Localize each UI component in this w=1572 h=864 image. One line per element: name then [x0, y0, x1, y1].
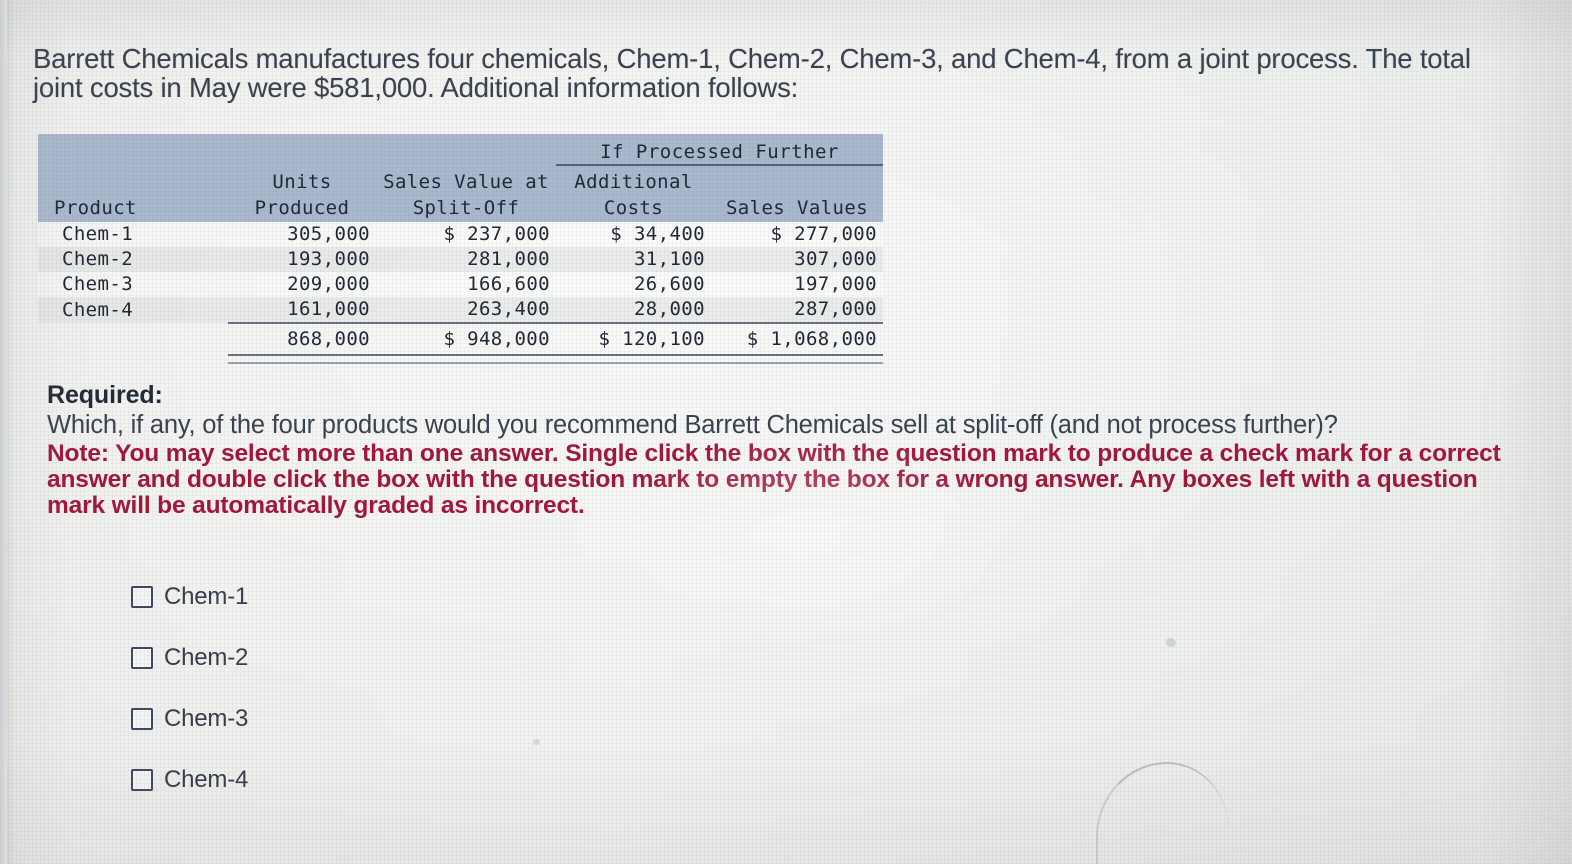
cell-additional-costs: 31,100	[633, 248, 705, 270]
cell-further-sales-values: 287,000	[794, 298, 877, 320]
group-header-spacer-units	[228, 134, 376, 165]
header-units-line1: Units	[228, 165, 376, 193]
cell-further-sales-values: 197,000	[794, 273, 877, 295]
cell-product: Chem-1	[62, 223, 134, 245]
cell-product: Chem-4	[62, 299, 134, 321]
required-note-text: Note: You may select more than one answe…	[47, 440, 1501, 519]
header-blank-product-1	[38, 165, 228, 193]
header-split-line1: Sales Value at	[376, 165, 556, 193]
header-split-line2: Split-Off	[376, 193, 556, 222]
double-rule-units	[228, 354, 376, 364]
cell-units-produced: 209,000	[287, 273, 370, 295]
joint-cost-table: If Processed Further Units Sales Value a…	[38, 134, 883, 364]
cell-product: Chem-2	[62, 248, 134, 270]
option-label-chem-3: Chem-3	[164, 705, 249, 732]
cell-sales-value-split-off: 166,600	[467, 273, 550, 295]
option-row-chem-2[interactable]: Chem-2	[131, 643, 248, 673]
answer-options-list: Chem-1 Chem-2 Chem-3 Chem-4	[131, 582, 248, 826]
group-header-spacer-product	[38, 134, 228, 165]
table-group-header-row: If Processed Further	[38, 134, 883, 166]
option-row-chem-3[interactable]: Chem-3	[131, 704, 248, 734]
table-header-row-2: Product Produced Split-Off Costs Sales V…	[38, 193, 883, 222]
table-totals-row: 868,000 $ 948,000 $ 120,100 $ 1,068,000	[38, 322, 883, 355]
cell-totals-sales-value-split-off: $ 948,000	[376, 322, 556, 355]
option-row-chem-4[interactable]: Chem-4	[131, 765, 248, 795]
double-rule-split	[376, 354, 556, 364]
cell-units-produced: 305,000	[287, 223, 370, 245]
group-header-if-processed-further: If Processed Further	[556, 134, 883, 166]
header-additional-line2: Costs	[556, 193, 711, 222]
group-header-spacer-split	[376, 134, 556, 165]
option-row-chem-1[interactable]: Chem-1	[131, 582, 248, 612]
cell-units-produced: 193,000	[287, 248, 370, 270]
cell-further-sales-values: 307,000	[794, 248, 877, 270]
cell-sales-value-split-off: 263,400	[467, 298, 550, 320]
table-row: Chem-4 161,000 263,400 28,000 287,000	[38, 297, 883, 323]
table-double-rule-row	[38, 354, 883, 364]
checkbox-chem-3[interactable]	[131, 708, 153, 730]
header-further-sales-values: Sales Values	[711, 193, 883, 222]
cell-totals-product	[38, 323, 228, 355]
header-product: Product	[38, 193, 228, 222]
problem-intro-text: Barrett Chemicals manufactures four chem…	[33, 43, 1471, 103]
table-row: Chem-2 193,000 281,000 31,100 307,000	[38, 247, 883, 272]
required-section: Required: Which, if any, of the four pro…	[47, 381, 1517, 519]
cell-additional-costs: $ 34,400	[610, 223, 705, 245]
cell-totals-further-sales-values: $ 1,068,000	[711, 322, 883, 355]
option-label-chem-1: Chem-1	[164, 583, 249, 610]
checkbox-chem-4[interactable]	[131, 769, 153, 791]
header-units-line2: Produced	[228, 193, 376, 222]
header-blank-further-1	[711, 165, 883, 193]
table-header-row-1: Units Sales Value at Additional	[38, 165, 883, 193]
checkbox-chem-2[interactable]	[131, 647, 153, 669]
header-additional-line1: Additional	[556, 165, 711, 193]
option-label-chem-4: Chem-4	[164, 766, 249, 793]
cell-sales-value-split-off: 281,000	[467, 248, 550, 270]
checkbox-chem-1[interactable]	[131, 586, 153, 608]
required-question-text: Which, if any, of the four products woul…	[47, 411, 1338, 439]
cell-product: Chem-3	[62, 273, 134, 295]
cell-units-produced: 161,000	[287, 298, 370, 320]
cell-additional-costs: 26,600	[633, 273, 705, 295]
cell-totals-additional-costs: $ 120,100	[556, 322, 711, 355]
table-row: Chem-3 209,000 166,600 26,600 197,000	[38, 272, 883, 297]
cell-sales-value-split-off: $ 237,000	[443, 223, 550, 245]
cell-totals-units-produced: 868,000	[228, 322, 376, 355]
joint-cost-table-container: If Processed Further Units Sales Value a…	[38, 134, 883, 364]
double-rule-further	[711, 354, 883, 364]
cell-additional-costs: 28,000	[633, 298, 705, 320]
option-label-chem-2: Chem-2	[164, 644, 249, 671]
double-rule-spacer	[38, 355, 228, 363]
double-rule-additional	[556, 354, 711, 364]
required-heading: Required:	[47, 381, 163, 409]
table-row: Chem-1 305,000 $ 237,000 $ 34,400 $ 277,…	[38, 222, 883, 247]
cell-further-sales-values: $ 277,000	[770, 223, 877, 245]
